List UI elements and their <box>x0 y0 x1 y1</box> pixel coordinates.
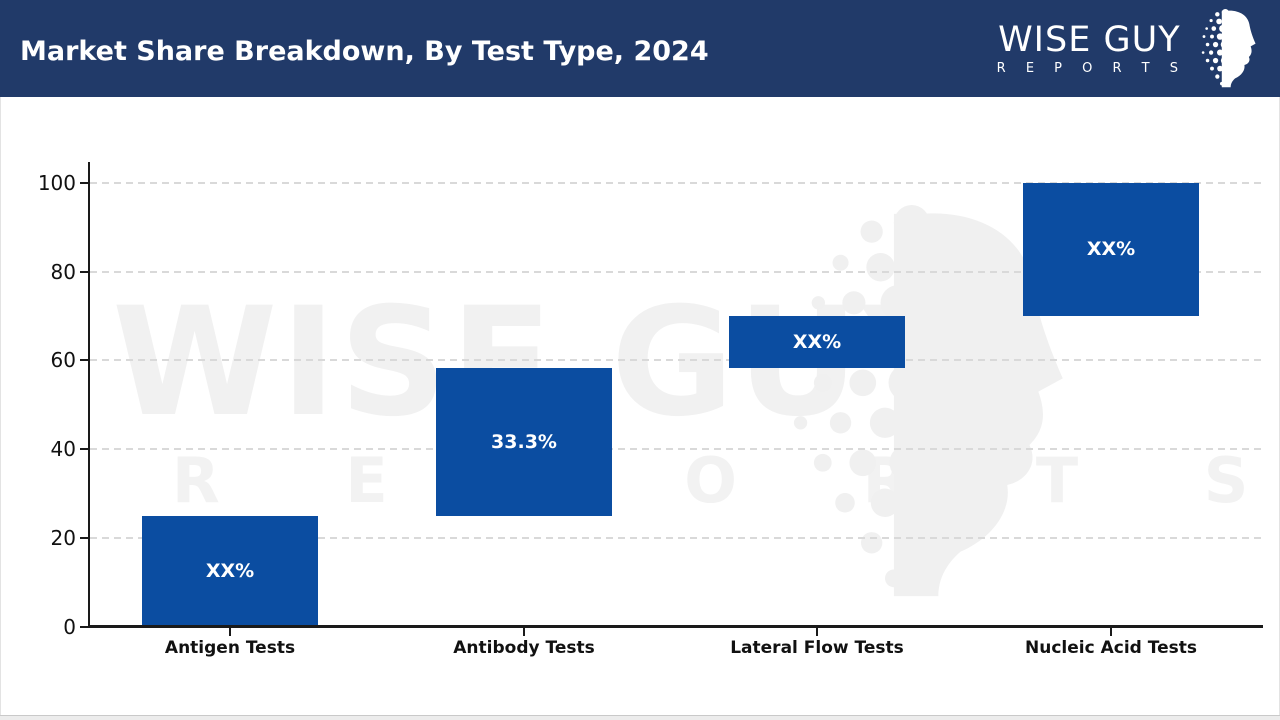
gridline-60 <box>90 359 1262 362</box>
y-axis-tick-label-100: 100 <box>37 170 76 195</box>
frame-left-edge <box>0 97 1 720</box>
x-axis-tick-antigen-tests <box>229 628 231 636</box>
x-axis-tick-lateral-flow-tests <box>816 628 818 636</box>
y-axis-tick-20 <box>80 536 89 539</box>
bar-value-label-antigen-tests: XX% <box>205 560 255 583</box>
x-axis-tick-nucleic-acid-tests <box>1110 628 1112 636</box>
gridline-80 <box>90 270 1262 273</box>
gridline-20 <box>90 536 1262 539</box>
x-axis-tick-antibody-tests <box>523 628 525 636</box>
y-axis-tick-label-0: 0 <box>63 614 76 639</box>
frame-bottom-strip <box>0 715 1280 720</box>
gridline-100 <box>90 181 1262 184</box>
x-axis-category-label-lateral-flow-tests: Lateral Flow Tests <box>730 638 904 658</box>
y-axis-tick-label-80: 80 <box>50 259 76 284</box>
face-profile-logo-icon <box>1201 9 1256 88</box>
chart-title: Market Share Breakdown, By Test Type, 20… <box>20 36 709 67</box>
bar-value-label-nucleic-acid-tests: XX% <box>1086 238 1136 261</box>
brand-logo-primary: WISE GUY <box>998 20 1181 61</box>
x-axis-category-label-antibody-tests: Antibody Tests <box>453 638 595 658</box>
x-axis-category-label-antigen-tests: Antigen Tests <box>164 638 296 658</box>
x-axis-line <box>88 625 1263 628</box>
brand-logo-secondary: R E P O R T S <box>996 60 1186 76</box>
bar-lateral-flow-tests: XX% <box>729 315 905 368</box>
brand-logo: WISE GUY R E P O R T S <box>993 6 1268 92</box>
bar-antigen-tests: XX% <box>142 515 318 627</box>
bar-antibody-tests: 33.3% <box>436 367 612 516</box>
y-axis-tick-label-20: 20 <box>50 525 76 550</box>
bar-value-label-lateral-flow-tests: XX% <box>792 330 842 353</box>
x-axis-category-label-nucleic-acid-tests: Nucleic Acid Tests <box>1025 638 1197 658</box>
y-axis-tick-0 <box>80 625 89 628</box>
header-bar: Market Share Breakdown, By Test Type, 20… <box>0 0 1280 97</box>
y-axis-tick-label-40: 40 <box>50 437 76 462</box>
y-axis-tick-40 <box>80 448 89 451</box>
gridline-40 <box>90 448 1262 451</box>
y-axis-tick-60 <box>80 359 89 362</box>
bar-value-label-antibody-tests: 33.3% <box>491 430 557 453</box>
y-axis-line <box>88 162 90 628</box>
watermark-text-secondary: R E P O R T S <box>172 444 1280 517</box>
y-axis-tick-80 <box>80 270 89 273</box>
y-axis-tick-label-60: 60 <box>50 348 76 373</box>
bar-nucleic-acid-tests: XX% <box>1023 182 1199 316</box>
brand-logo-text: WISE GUY R E P O R T S <box>993 22 1186 76</box>
y-axis-tick-100 <box>80 181 89 184</box>
